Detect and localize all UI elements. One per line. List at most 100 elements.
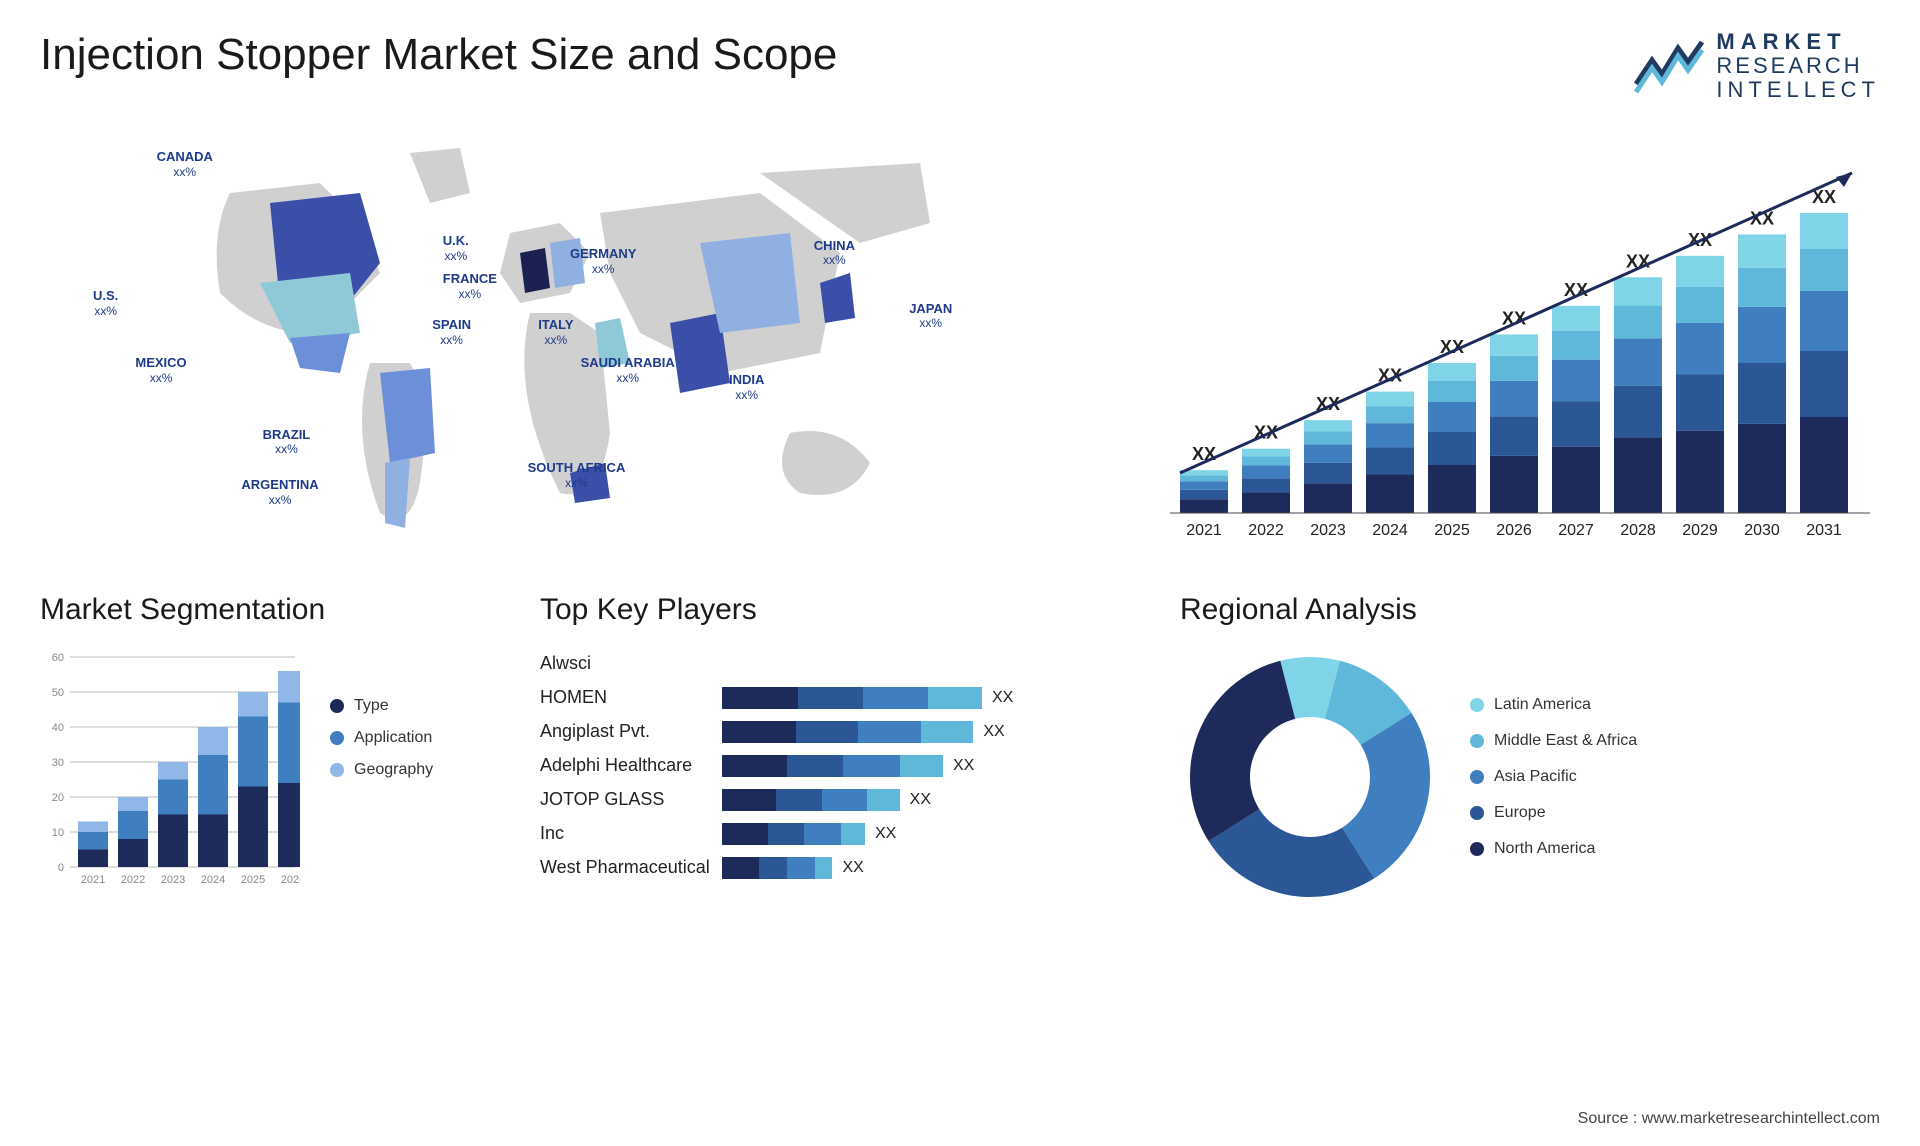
svg-text:60: 60 bbox=[52, 652, 64, 664]
player-name: Inc bbox=[540, 823, 710, 844]
country-label: BRAZILxx% bbox=[263, 427, 311, 457]
svg-text:2028: 2028 bbox=[1620, 522, 1656, 539]
svg-text:2025: 2025 bbox=[241, 874, 265, 886]
player-bar bbox=[722, 755, 943, 777]
swatch-icon bbox=[1470, 806, 1484, 820]
country-label: CANADAxx% bbox=[157, 149, 213, 179]
regional-legend: Latin America Middle East & Africa Asia Pa… bbox=[1470, 696, 1637, 858]
svg-text:2022: 2022 bbox=[1248, 522, 1284, 539]
svg-text:20: 20 bbox=[52, 792, 64, 804]
players-panel: Top Key Players AlwsciHOMENXXAngiplast P… bbox=[540, 593, 1140, 913]
player-name: West Pharmaceutical bbox=[540, 857, 710, 878]
segmentation-title: Market Segmentation bbox=[40, 593, 500, 627]
player-value: XX bbox=[992, 689, 1013, 707]
country-label: JAPANxx% bbox=[909, 301, 952, 331]
legend-item: Asia Pacific bbox=[1470, 768, 1637, 786]
swatch-icon bbox=[330, 699, 344, 713]
player-value: XX bbox=[953, 757, 974, 775]
logo: MARKET RESEARCH INTELLECT bbox=[1634, 30, 1880, 103]
svg-text:2031: 2031 bbox=[1806, 522, 1842, 539]
player-row: Angiplast Pvt. XX bbox=[540, 715, 1140, 749]
segmentation-chart: 0 10 20 30 40 50 60 2021 2022 2023 2024 2025 2026 bbox=[40, 647, 300, 897]
trend-chart: XX2021XX2022XX2023XX2024XX2025XX2026XX20… bbox=[1160, 133, 1880, 553]
swatch-icon bbox=[330, 763, 344, 777]
regional-title: Regional Analysis bbox=[1180, 593, 1880, 627]
country-label: FRANCExx% bbox=[443, 271, 497, 301]
svg-text:2026: 2026 bbox=[281, 874, 300, 886]
segmentation-svg: 0 10 20 30 40 50 60 2021 2022 2023 2024 2025 2026 bbox=[40, 647, 300, 897]
player-value: XX bbox=[983, 723, 1004, 741]
legend-item: Middle East & Africa bbox=[1470, 732, 1637, 750]
country-label: SAUDI ARABIAxx% bbox=[581, 355, 675, 385]
players-chart: AlwsciHOMENXXAngiplast Pvt.XXAdelphi Hea… bbox=[540, 647, 1140, 885]
svg-text:2023: 2023 bbox=[161, 874, 185, 886]
player-bar bbox=[722, 823, 865, 845]
svg-text:2021: 2021 bbox=[81, 874, 105, 886]
svg-text:2030: 2030 bbox=[1744, 522, 1780, 539]
svg-text:2024: 2024 bbox=[1372, 522, 1408, 539]
country-label: MEXICOxx% bbox=[135, 355, 186, 385]
world-map: CANADAxx% U.S.xx% MEXICOxx% BRAZILxx% ARGENT… bbox=[40, 133, 1100, 553]
country-label: GERMANYxx% bbox=[570, 246, 636, 276]
players-title: Top Key Players bbox=[540, 593, 1140, 627]
svg-text:30: 30 bbox=[52, 757, 64, 769]
country-label: CHINAxx% bbox=[814, 238, 855, 268]
player-value: XX bbox=[843, 859, 864, 877]
player-bar bbox=[722, 857, 833, 879]
country-label: SOUTH AFRICAxx% bbox=[528, 460, 626, 490]
svg-text:40: 40 bbox=[52, 722, 64, 734]
svg-text:2024: 2024 bbox=[201, 874, 225, 886]
player-row: Adelphi Healthcare XX bbox=[540, 749, 1140, 783]
top-row: CANADAxx% U.S.xx% MEXICOxx% BRAZILxx% ARGENT… bbox=[40, 133, 1880, 553]
legend-item: Application bbox=[330, 729, 433, 747]
player-name: Alwsci bbox=[540, 653, 710, 674]
player-name: HOMEN bbox=[540, 687, 710, 708]
player-name: Angiplast Pvt. bbox=[540, 721, 710, 742]
svg-text:2027: 2027 bbox=[1558, 522, 1594, 539]
donut-svg bbox=[1180, 647, 1440, 907]
svg-text:2022: 2022 bbox=[121, 874, 145, 886]
svg-text:2023: 2023 bbox=[1310, 522, 1346, 539]
legend-item: North America bbox=[1470, 840, 1637, 858]
svg-text:10: 10 bbox=[52, 827, 64, 839]
country-label: U.K.xx% bbox=[443, 233, 469, 263]
bottom-row: Market Segmentation 0 10 20 30 40 50 60 2021 202… bbox=[40, 593, 1880, 913]
swatch-icon bbox=[1470, 842, 1484, 856]
country-label: U.S.xx% bbox=[93, 288, 118, 318]
svg-text:50: 50 bbox=[52, 687, 64, 699]
player-row: Inc XX bbox=[540, 817, 1140, 851]
player-bar bbox=[722, 789, 900, 811]
logo-text: MARKET RESEARCH INTELLECT bbox=[1716, 30, 1880, 103]
legend-item: Geography bbox=[330, 761, 433, 779]
header: Injection Stopper Market Size and Scope … bbox=[40, 30, 1880, 103]
country-label: SPAINxx% bbox=[432, 317, 471, 347]
segmentation-panel: Market Segmentation 0 10 20 30 40 50 60 2021 202… bbox=[40, 593, 500, 913]
svg-text:2029: 2029 bbox=[1682, 522, 1718, 539]
segmentation-legend: TypeApplicationGeography bbox=[330, 647, 433, 779]
regional-panel: Regional Analysis Latin America Middle Ea… bbox=[1180, 593, 1880, 913]
swatch-icon bbox=[1470, 770, 1484, 784]
trend-svg: XX2021XX2022XX2023XX2024XX2025XX2026XX20… bbox=[1160, 133, 1880, 553]
country-label: ITALYxx% bbox=[538, 317, 573, 347]
player-row: West Pharmaceutical XX bbox=[540, 851, 1140, 885]
swatch-icon bbox=[1470, 734, 1484, 748]
player-row: Alwsci bbox=[540, 647, 1140, 681]
player-value: XX bbox=[910, 791, 931, 809]
player-bar bbox=[722, 687, 982, 709]
player-row: HOMEN XX bbox=[540, 681, 1140, 715]
country-label: ARGENTINAxx% bbox=[241, 477, 318, 507]
logo-mark bbox=[1634, 38, 1704, 94]
player-value: XX bbox=[875, 825, 896, 843]
svg-text:2025: 2025 bbox=[1434, 522, 1470, 539]
page-title: Injection Stopper Market Size and Scope bbox=[40, 30, 837, 80]
swatch-icon bbox=[1470, 698, 1484, 712]
swatch-icon bbox=[330, 731, 344, 745]
source-text: Source : www.marketresearchintellect.com bbox=[1578, 1110, 1880, 1128]
legend-item: Latin America bbox=[1470, 696, 1637, 714]
player-name: Adelphi Healthcare bbox=[540, 755, 710, 776]
svg-text:0: 0 bbox=[58, 862, 64, 874]
player-bar bbox=[722, 721, 973, 743]
regional-donut bbox=[1180, 647, 1440, 907]
country-label: INDIAxx% bbox=[729, 372, 764, 402]
player-name: JOTOP GLASS bbox=[540, 789, 710, 810]
